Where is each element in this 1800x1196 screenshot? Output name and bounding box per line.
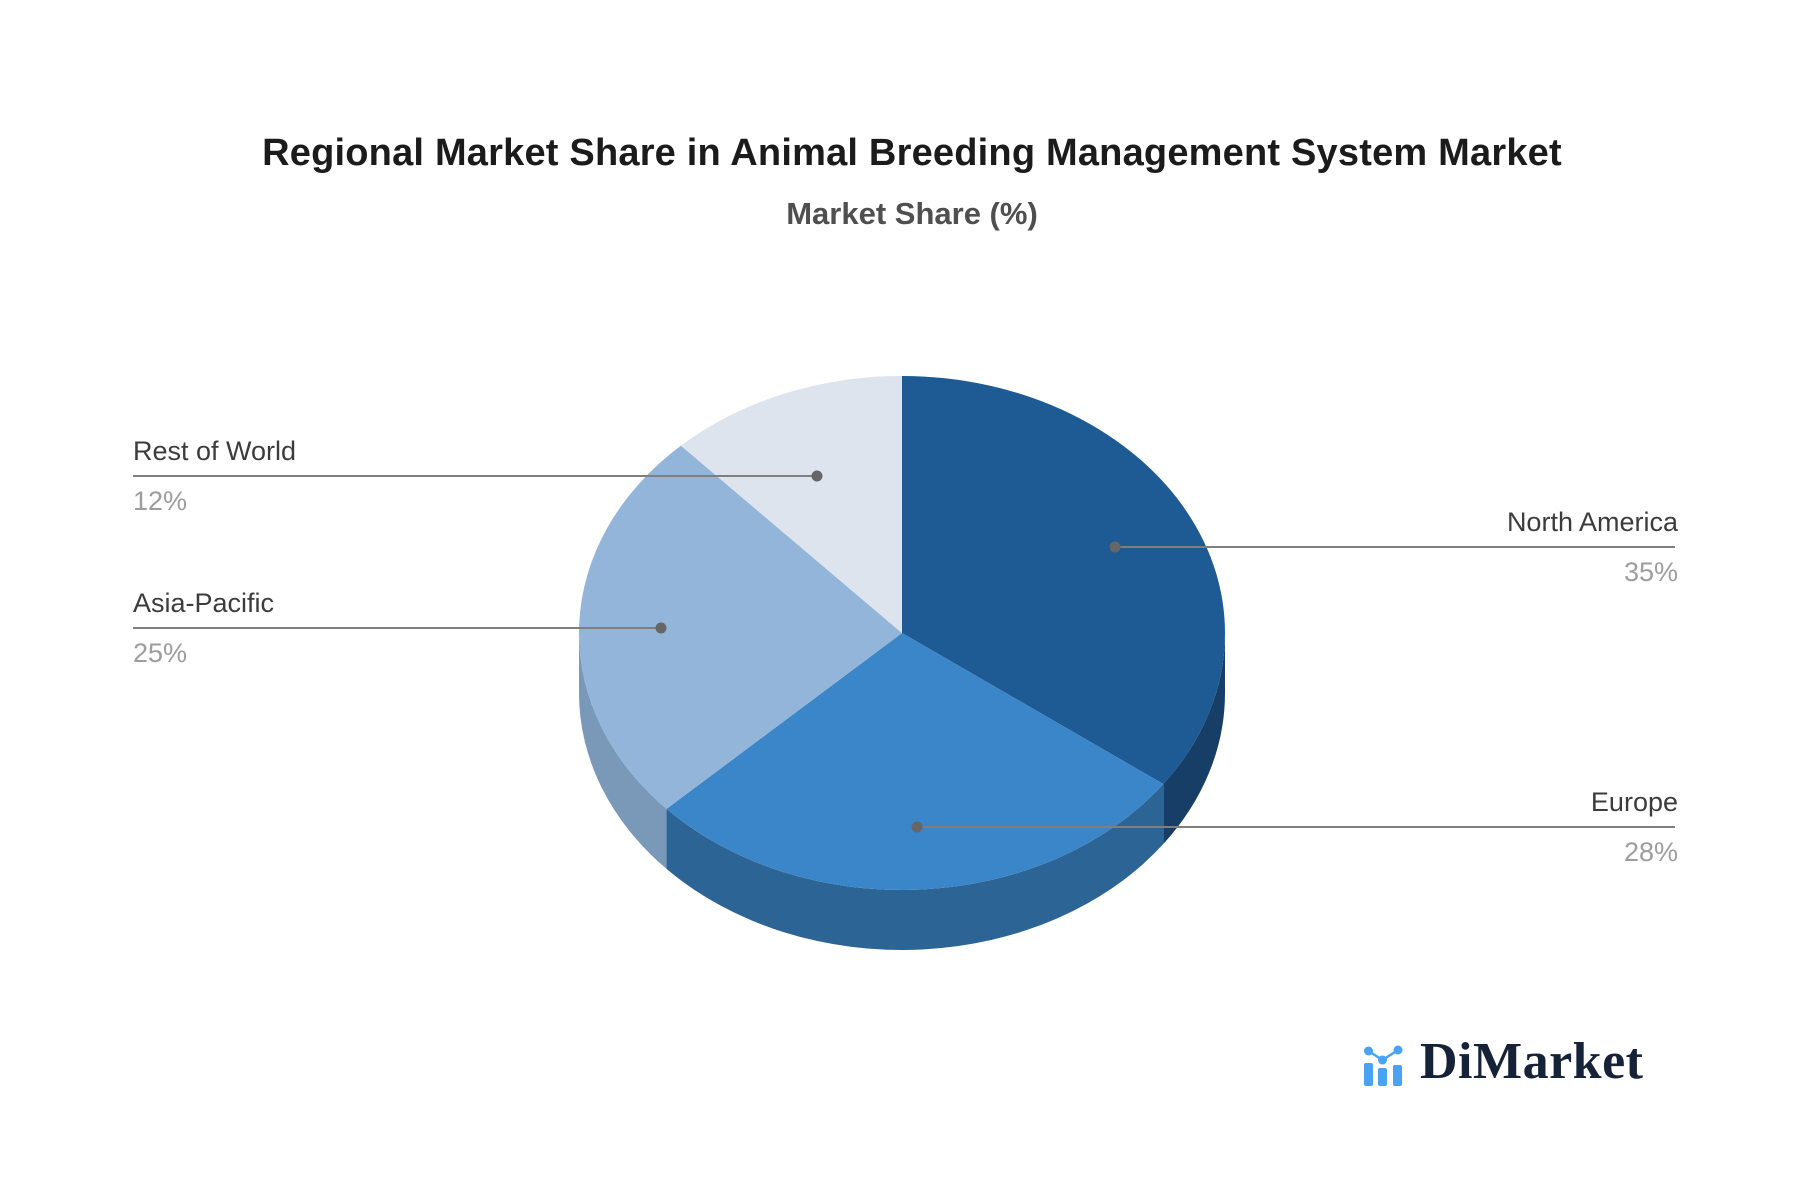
slice-label-rest-of-world: Rest of World — [133, 436, 297, 466]
leader-dot-asia-pacific — [655, 622, 667, 634]
slice-label-europe: Europe — [1590, 787, 1678, 817]
leader-dot-north-america — [1109, 541, 1121, 553]
chart-title: Regional Market Share in Animal Breeding… — [262, 132, 1562, 174]
slice-value-europe: 28% — [1623, 837, 1678, 867]
pie-slice-side-north-america — [1163, 633, 1225, 845]
pie-slice-side-europe — [666, 784, 1164, 950]
brand-logo: DiMarket — [1364, 1034, 1643, 1090]
pie-slice-north-america — [902, 376, 1225, 785]
bar-line-chart-icon — [1364, 1045, 1403, 1086]
slice-value-north-america: 35% — [1623, 557, 1678, 587]
leader-dot-rest-of-world — [811, 470, 823, 482]
leader-dot-europe — [911, 821, 923, 833]
pie-slice-side-asia-pacific — [579, 633, 667, 869]
chart-subtitle: Market Share (%) — [786, 196, 1038, 231]
slice-value-asia-pacific: 25% — [133, 638, 188, 668]
pie-slice-europe — [666, 633, 1164, 891]
slice-label-north-america: North America — [1506, 507, 1678, 537]
pie-slice-rest-of-world — [680, 376, 902, 633]
slice-label-asia-pacific: Asia-Pacific — [133, 588, 275, 618]
pie-slice-asia-pacific — [579, 445, 902, 809]
slice-value-rest-of-world: 12% — [133, 486, 188, 516]
brand-name: DiMarket — [1420, 1033, 1644, 1090]
